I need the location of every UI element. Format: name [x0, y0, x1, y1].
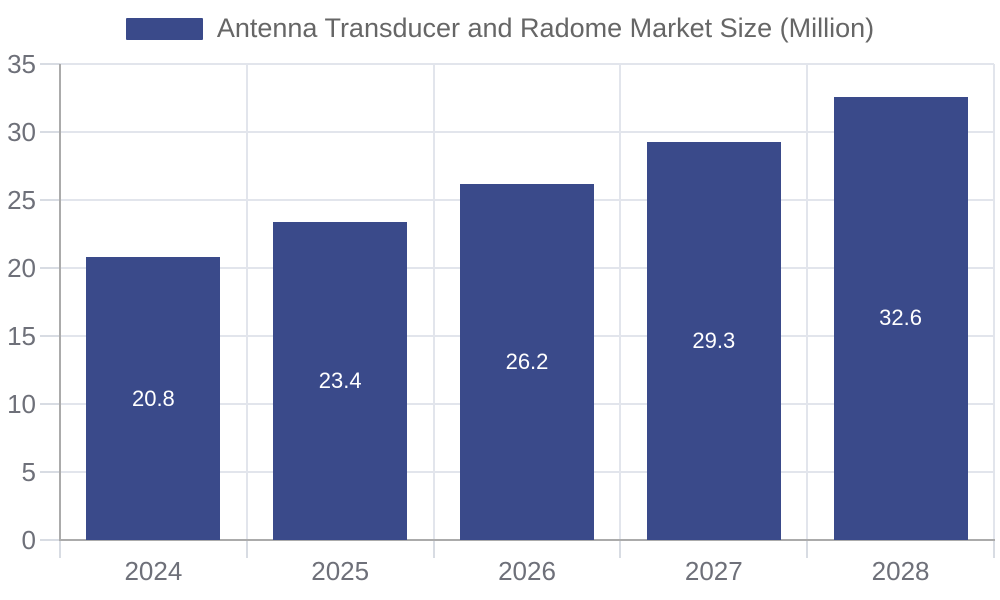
legend-item[interactable]: Antenna Transducer and Radome Market Siz… — [125, 13, 875, 44]
bar[interactable] — [833, 96, 968, 540]
x-axis-label: 2028 — [871, 556, 930, 586]
x-gridline — [993, 64, 995, 540]
y-axis-tick — [40, 63, 60, 65]
y-gridline — [60, 131, 994, 133]
y-axis-tick — [40, 539, 60, 541]
y-axis-tick — [40, 335, 60, 337]
y-axis-label: 25 — [7, 185, 36, 215]
y-axis-tick — [40, 267, 60, 269]
legend-label: Antenna Transducer and Radome Market Siz… — [216, 13, 875, 43]
bar[interactable] — [273, 221, 408, 540]
legend: Antenna Transducer and Radome Market Siz… — [0, 13, 1000, 44]
y-axis-tick — [40, 471, 60, 473]
bar[interactable] — [460, 183, 594, 540]
x-axis-label: 2024 — [124, 556, 183, 586]
bar-value-label: 29.3 — [692, 327, 736, 353]
bar-value-label: 32.6 — [879, 305, 922, 331]
x-axis-label: 2027 — [684, 556, 743, 586]
y-axis-line — [59, 64, 61, 540]
x-gridline — [619, 64, 622, 540]
y-axis-label: 5 — [21, 457, 36, 487]
legend-swatch-icon — [125, 17, 203, 40]
x-axis-label: 2025 — [311, 556, 370, 586]
bar[interactable] — [86, 257, 221, 540]
bar-value-label: 26.2 — [505, 348, 549, 374]
y-gridline — [60, 63, 994, 65]
y-axis-label: 10 — [7, 389, 36, 419]
y-axis-label: 20 — [7, 253, 36, 283]
x-axis-tick — [993, 540, 995, 558]
y-axis-tick — [40, 131, 60, 133]
bar[interactable] — [646, 141, 781, 540]
x-axis-label: 2026 — [498, 556, 556, 586]
bar-value-label: 20.8 — [131, 385, 175, 411]
x-axis-tick — [59, 540, 61, 558]
y-axis-label: 35 — [7, 49, 36, 79]
y-axis-label: 30 — [7, 117, 36, 147]
x-axis-line — [59, 539, 995, 541]
x-gridline — [245, 64, 248, 540]
x-axis-tick — [806, 540, 809, 558]
y-axis-label: 0 — [21, 525, 36, 555]
y-axis-tick — [40, 199, 60, 201]
x-axis-tick — [432, 540, 435, 558]
x-gridline — [432, 64, 435, 540]
bar-value-label: 23.4 — [318, 367, 362, 393]
x-axis-tick — [245, 540, 248, 558]
y-axis-tick — [40, 403, 60, 405]
y-axis-label: 15 — [7, 321, 36, 351]
x-axis-tick — [619, 540, 622, 558]
x-gridline — [806, 64, 809, 540]
